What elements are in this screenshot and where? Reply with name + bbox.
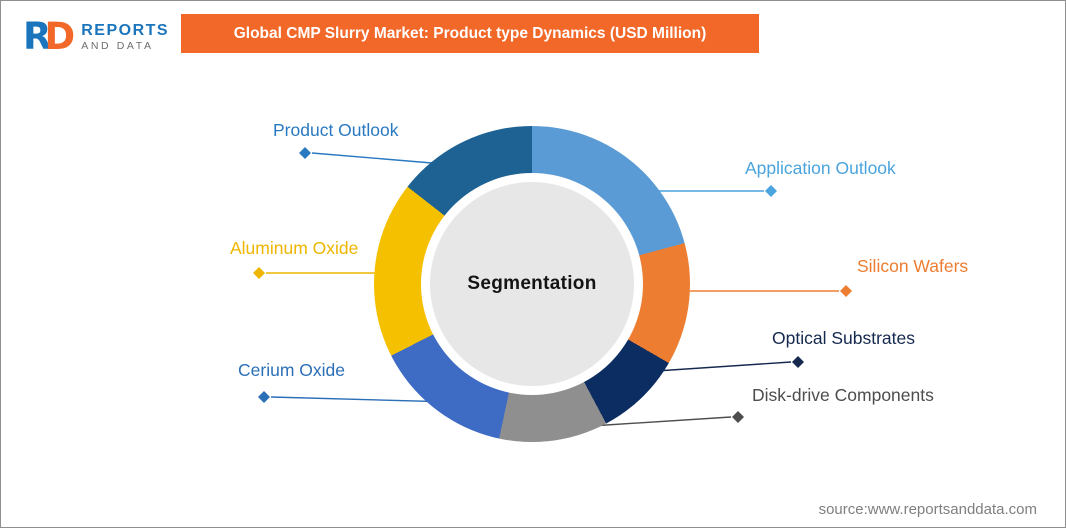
label-application-outlook: Application Outlook (745, 158, 896, 178)
source-attribution: source:www.reportsanddata.com (818, 501, 1037, 518)
marker-cerium-oxide-icon (258, 391, 270, 403)
page-title: Global CMP Slurry Market: Product type D… (233, 24, 707, 42)
donut-center-circle: Segmentation (430, 182, 634, 386)
marker-aluminum-oxide-icon (253, 267, 265, 279)
label-aluminum-oxide: Aluminum Oxide (230, 238, 359, 258)
rd-logo-icon: RD (23, 15, 76, 58)
logo-line-reports: REPORTS (81, 21, 170, 39)
marker-silicon-wafers-icon (840, 285, 852, 297)
marker-disk-drive-components-icon (732, 411, 744, 423)
reports-and-data-logo: RD REPORTS AND DATA (23, 17, 169, 57)
connector-optical-substrates (655, 361, 792, 372)
label-cerium-oxide: Cerium Oxide (238, 360, 345, 380)
donut-hole: Segmentation (421, 173, 643, 395)
label-disk-drive-components: Disk-drive Components (752, 385, 934, 405)
marker-application-outlook-icon (765, 185, 777, 197)
donut-center-label: Segmentation (467, 273, 597, 294)
marker-product-outlook-icon (299, 147, 311, 159)
label-silicon-wafers: Silicon Wafers (857, 256, 969, 276)
title-banner: Global CMP Slurry Market: Product type D… (181, 14, 759, 53)
label-optical-substrates: Optical Substrates (772, 328, 915, 348)
logo-letter-d: D (44, 15, 76, 58)
label-product-outlook: Product Outlook (273, 120, 399, 140)
marker-optical-substrates-icon (792, 356, 804, 368)
logo-line-anddata: AND DATA (81, 39, 154, 52)
donut-chart: Segmentation (374, 126, 690, 442)
logo-letter-r: R (23, 15, 51, 58)
logo-text: REPORTS AND DATA (81, 22, 169, 53)
